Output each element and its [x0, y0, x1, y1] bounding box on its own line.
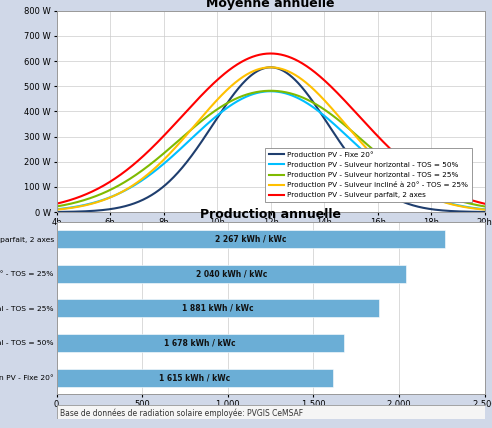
Production PV - Fixe 20° [376, 185, 382, 190]
Production PV - Fixe 20° [340, 144, 346, 149]
Bar [57, 265, 406, 283]
Production PV - Suiveur horizontal - TOS = 25% [267, 88, 273, 93]
Production PV - Suiveur horizontal - TOS = 25% [482, 204, 488, 209]
Production PV - Fixe 20° [129, 202, 135, 207]
Production PV - Suiveur incliné à 20° - TOS = 25% [247, 70, 253, 75]
Production PV - Suiveur horizontal - TOS = 25% [54, 204, 60, 209]
Production PV - Suiveur horizontal - TOS = 50% [267, 89, 273, 94]
Production PV - Suiveur horizontal - TOS = 25% [376, 153, 382, 158]
Production PV - Suiveur incliné à 20° - TOS = 25% [340, 119, 346, 124]
Text: 2 040 kWh / kWc: 2 040 kWh / kWc [195, 269, 267, 278]
Line: Production PV - Fixe 20°: Production PV - Fixe 20° [57, 67, 485, 212]
Title: Moyenne annuelle: Moyenne annuelle [206, 0, 335, 9]
Production PV - Fixe 20° [267, 65, 273, 70]
Production PV - Suiveur horizontal - TOS = 50% [340, 130, 346, 135]
Production PV - Fixe 20° [164, 181, 170, 187]
Line: Production PV - Suiveur parfait, 2 axes: Production PV - Suiveur parfait, 2 axes [57, 54, 485, 204]
Production PV - Suiveur horizontal - TOS = 25% [307, 98, 312, 103]
Production PV - Suiveur parfait, 2 axes [307, 65, 312, 71]
Text: Base de données de radiation solaire employée: PVGIS CeMSAF: Base de données de radiation solaire emp… [60, 408, 303, 418]
Line: Production PV - Suiveur horizontal - TOS = 25%: Production PV - Suiveur horizontal - TOS… [57, 91, 485, 206]
Text: 1 615 kWh / kWc: 1 615 kWh / kWc [159, 373, 230, 382]
Bar [57, 334, 344, 352]
Production PV - Suiveur incliné à 20° - TOS = 25% [307, 83, 312, 88]
Production PV - Suiveur horizontal - TOS = 50% [247, 92, 253, 98]
Title: Production annuelle: Production annuelle [200, 208, 341, 221]
Line: Production PV - Suiveur horizontal - TOS = 50%: Production PV - Suiveur horizontal - TOS… [57, 91, 485, 209]
Production PV - Suiveur incliné à 20° - TOS = 25% [267, 65, 273, 70]
Production PV - Suiveur parfait, 2 axes [267, 51, 273, 56]
Production PV - Fixe 20° [482, 209, 488, 214]
Production PV - Suiveur parfait, 2 axes [54, 201, 60, 206]
Production PV - Suiveur horizontal - TOS = 25% [247, 91, 253, 96]
Production PV - Suiveur horizontal - TOS = 50% [164, 159, 170, 164]
Production PV - Suiveur incliné à 20° - TOS = 25% [54, 207, 60, 212]
Production PV - Suiveur horizontal - TOS = 25% [340, 121, 346, 126]
Text: 1 881 kWh / kWc: 1 881 kWh / kWc [182, 304, 253, 313]
Production PV - Suiveur incliné à 20° - TOS = 25% [482, 207, 488, 212]
Production PV - Suiveur horizontal - TOS = 25% [164, 149, 170, 154]
Production PV - Suiveur incliné à 20° - TOS = 25% [376, 159, 382, 164]
Bar [57, 369, 333, 386]
Production PV - Suiveur incliné à 20° - TOS = 25% [129, 183, 135, 188]
Legend: Production PV - Fixe 20°, Production PV - Suiveur horizontal - TOS = 50%, Produc: Production PV - Fixe 20°, Production PV … [265, 148, 472, 202]
Production PV - Suiveur parfait, 2 axes [376, 136, 382, 141]
Production PV - Suiveur incliné à 20° - TOS = 25% [164, 154, 170, 159]
Production PV - Suiveur parfait, 2 axes [129, 163, 135, 168]
Production PV - Fixe 20° [54, 209, 60, 214]
Production PV - Suiveur horizontal - TOS = 50% [376, 163, 382, 168]
Line: Production PV - Suiveur incliné à 20° - TOS = 25%: Production PV - Suiveur incliné à 20° - … [57, 67, 485, 210]
Production PV - Suiveur parfait, 2 axes [164, 130, 170, 135]
Production PV - Suiveur horizontal - TOS = 50% [54, 207, 60, 212]
Text: 2 267 kWh / kWc: 2 267 kWh / kWc [215, 235, 286, 244]
Production PV - Fixe 20° [307, 95, 312, 100]
Text: 1 678 kWh / kWc: 1 678 kWh / kWc [164, 339, 236, 348]
Production PV - Suiveur horizontal - TOS = 25% [129, 175, 135, 180]
Production PV - Suiveur horizontal - TOS = 50% [482, 207, 488, 212]
Production PV - Fixe 20° [247, 74, 253, 79]
Production PV - Suiveur parfait, 2 axes [482, 201, 488, 206]
Production PV - Suiveur horizontal - TOS = 50% [129, 184, 135, 189]
Production PV - Suiveur parfait, 2 axes [340, 96, 346, 101]
Bar [57, 300, 379, 318]
Production PV - Suiveur horizontal - TOS = 50% [307, 102, 312, 107]
Bar [57, 230, 445, 248]
Production PV - Suiveur parfait, 2 axes [247, 55, 253, 60]
